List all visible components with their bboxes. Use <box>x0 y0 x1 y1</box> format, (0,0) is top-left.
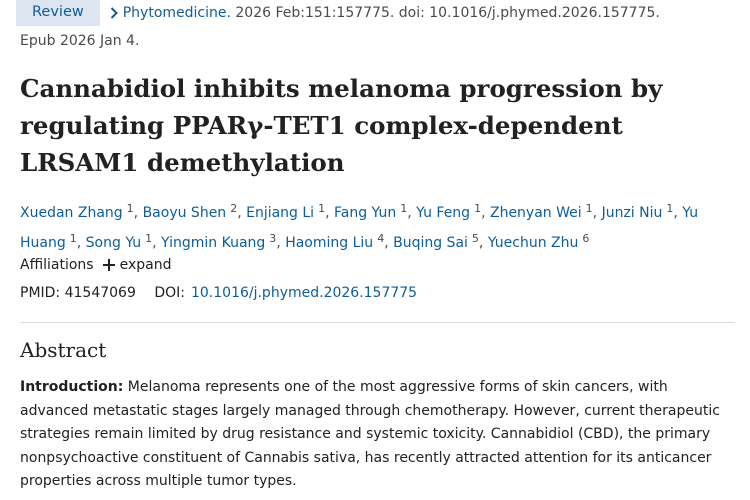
author-link[interactable]: Enjiang Li <box>246 205 315 221</box>
author-link[interactable]: Baoyu Shen <box>142 205 227 221</box>
author-separator: , <box>133 205 143 221</box>
author-link[interactable]: Junzi Niu <box>601 205 663 221</box>
epub-date: Epub 2026 Jan 4. <box>20 33 140 49</box>
author-link[interactable]: Fang Yun <box>333 205 397 221</box>
author-link[interactable]: Zhenyan Wei <box>489 205 582 221</box>
author-link[interactable]: Yu Feng <box>416 205 471 221</box>
affiliations-label: Affiliations <box>20 257 94 273</box>
author-separator: , <box>407 205 417 221</box>
author-separator: , <box>76 235 86 251</box>
pmid-value: 41547069 <box>64 285 136 301</box>
author-separator: , <box>237 205 247 221</box>
pmid-label: PMID: <box>20 285 61 301</box>
citation-details: 2026 Feb:151:157775. doi: 10.1016/j.phym… <box>230 5 660 21</box>
introduction-label: Introduction: <box>20 379 124 395</box>
affiliation-number[interactable]: 4 <box>377 232 385 245</box>
affiliation-number[interactable]: 3 <box>269 232 277 245</box>
author-list: Xuedan Zhang 1, Baoyu Shen 2, Enjiang Li 1,… <box>20 196 740 256</box>
author-link[interactable]: Xuedan Zhang <box>20 205 123 221</box>
author-separator: , <box>276 235 286 251</box>
doi-label: DOI: <box>154 285 185 301</box>
chevron-right-icon[interactable] <box>110 7 118 19</box>
affiliation-number[interactable]: 1 <box>585 202 593 215</box>
journal-link[interactable]: Phytomedicine. <box>122 5 231 21</box>
author-separator: , <box>384 235 394 251</box>
author-link[interactable]: Buqing Sai <box>393 235 468 251</box>
plus-icon <box>102 259 115 271</box>
affiliation-number[interactable]: 6 <box>582 232 590 245</box>
author-link[interactable]: Yuechun Zhu <box>487 235 579 251</box>
affiliation-number[interactable]: 1 <box>474 202 482 215</box>
author-link[interactable]: Song Yu <box>85 235 142 251</box>
introduction-text: Melanoma represents one of the most aggr… <box>20 379 720 489</box>
author-separator: , <box>152 235 162 251</box>
affiliation-number[interactable]: 1 <box>318 202 326 215</box>
abstract-heading: Abstract <box>20 338 107 362</box>
affiliation-number[interactable]: 1 <box>126 202 134 215</box>
affiliation-number[interactable]: 1 <box>666 202 674 215</box>
citation-line: Review Phytomedicine. 2026 Feb:151:15777… <box>16 0 660 26</box>
affiliation-number[interactable]: 5 <box>471 232 479 245</box>
affiliation-number[interactable]: 2 <box>230 202 238 215</box>
author-link[interactable]: Yu Huang <box>20 205 699 251</box>
author-separator: , <box>481 205 490 221</box>
author-separator: , <box>478 235 488 251</box>
section-divider <box>20 322 735 323</box>
publication-type-badge: Review <box>16 0 100 26</box>
affiliation-number[interactable]: 1 <box>145 232 153 245</box>
doi-link[interactable]: 10.1016/j.phymed.2026.157775 <box>190 285 418 301</box>
author-link[interactable]: Yingmin Kuang <box>161 235 266 251</box>
affiliation-number[interactable]: 1 <box>69 232 77 245</box>
article-title: Cannabidiol inhibits melanoma progressio… <box>20 74 663 177</box>
identifiers: PMID: 41547069 DOI: 10.1016/j.phymed.2026… <box>20 285 417 301</box>
affiliation-number[interactable]: 1 <box>400 202 408 215</box>
author-separator: , <box>673 205 683 221</box>
expand-label: expand <box>119 257 172 273</box>
author-separator: , <box>592 205 602 221</box>
affiliations-expand-button[interactable]: expand <box>102 257 172 273</box>
author-separator: , <box>325 205 334 221</box>
affiliations-row: Affiliations expand <box>20 257 171 273</box>
abstract-body: Introduction: Melanoma represents one of… <box>20 376 735 494</box>
author-link[interactable]: Haoming Liu <box>285 235 374 251</box>
